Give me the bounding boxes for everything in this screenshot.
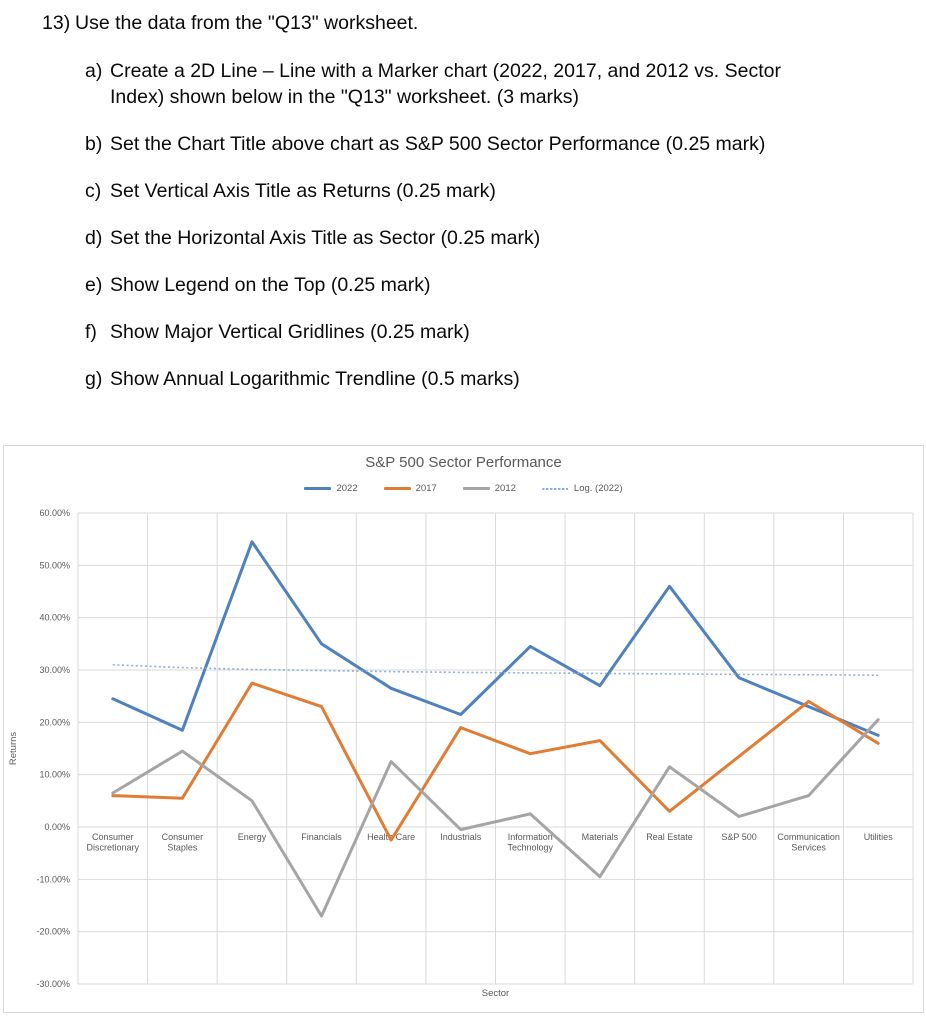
item-letter: g)	[85, 368, 103, 390]
legend-swatch-2017	[383, 487, 411, 490]
y-tick-label: 0.00%	[44, 822, 70, 832]
series-line-2022	[111, 540, 880, 737]
x-category-label: Industrials	[440, 832, 482, 842]
item-text: Set the Horizontal Axis Title as Sector …	[110, 227, 541, 249]
item-letter: a)	[85, 60, 103, 82]
y-tick-label: 30.00%	[39, 665, 70, 675]
item-text: Show Major Vertical Gridlines (0.25 mark…	[110, 321, 470, 343]
chart-title: S&P 500 Sector Performance	[365, 454, 562, 471]
legend-swatch-2012	[462, 487, 490, 490]
question-block: 13) Use the data from the "Q13" workshee…	[0, 0, 926, 392]
question-item-c: c) Set Vertical Axis Title as Returns (0…	[85, 178, 926, 204]
question-item-f: f) Show Major Vertical Gridlines (0.25 m…	[85, 319, 926, 345]
legend-swatch-trendline	[541, 487, 569, 490]
trendline-log-2022	[112, 664, 879, 676]
item-text: Show Annual Logarithmic Trendline (0.5 m…	[110, 368, 520, 390]
legend-label: 2012	[494, 483, 516, 494]
y-tick-label: 60.00%	[39, 508, 70, 518]
y-tick-label: -20.00%	[36, 927, 70, 937]
item-letter: d)	[85, 227, 103, 249]
x-category-label: Energy	[238, 832, 267, 842]
y-axis-title: Returns	[8, 732, 19, 766]
legend-label: 2022	[336, 483, 358, 494]
legend-item-2012: 2012	[462, 483, 516, 494]
item-letter: e)	[85, 274, 103, 296]
question-item-g: g) Show Annual Logarithmic Trendline (0.…	[85, 366, 926, 392]
legend-item-2022: 2022	[304, 483, 358, 494]
series-line-2012	[111, 718, 880, 918]
question-item-a: a) Create a 2D Line – Line with a Marker…	[85, 58, 926, 110]
question-item-b: b) Set the Chart Title above chart as S&…	[85, 131, 926, 157]
series-line-2017	[111, 681, 880, 842]
x-category-label: Utilities	[864, 832, 894, 842]
legend-item-2017: 2017	[383, 483, 437, 494]
y-tick-label: 10.00%	[39, 770, 70, 780]
item-letter: c)	[85, 180, 102, 202]
item-text: Set Vertical Axis Title as Returns (0.25…	[110, 180, 496, 202]
question-number: 13)	[42, 12, 71, 34]
y-tick-label: -10.00%	[36, 874, 70, 884]
legend-item-log-2022-: Log. (2022)	[541, 483, 623, 494]
y-tick-label: 40.00%	[39, 613, 70, 623]
item-letter: f)	[85, 321, 97, 343]
item-letter: b)	[85, 133, 103, 155]
x-category-label: Communication Services	[777, 832, 840, 853]
item-text: Set the Chart Title above chart as S&P 5…	[110, 133, 766, 155]
x-category-label: Consumer Discretionary	[87, 832, 140, 853]
x-category-label: Financials	[301, 832, 342, 842]
chart-panel: S&P 500 Sector Performance 2022 2017 2012 L…	[3, 445, 924, 1013]
x-category-label: Information Technology	[508, 832, 554, 853]
legend-label: 2017	[415, 483, 437, 494]
chart-legend: 2022 2017 2012 Log. (2022)	[4, 483, 923, 494]
x-axis-title: Sector	[482, 988, 509, 999]
question-item-d: d) Set the Horizontal Axis Title as Sect…	[85, 225, 926, 251]
x-category-label: Real Estate	[646, 832, 693, 842]
chart-plot-area: 60.00% 50.00% 40.00% 30.00% 20.00% 10.00% 0.00…	[8, 508, 914, 999]
question-item-e: e) Show Legend on the Top (0.25 mark)	[85, 272, 926, 298]
legend-label: Log. (2022)	[573, 483, 623, 494]
question-text: Use the data from the "Q13" worksheet.	[75, 12, 419, 34]
y-tick-label: 20.00%	[39, 717, 70, 727]
y-tick-label: 50.00%	[39, 560, 70, 570]
question-13: 13) Use the data from the "Q13" workshee…	[42, 10, 926, 36]
legend-swatch-2022	[304, 487, 332, 490]
item-text: Create a 2D Line – Line with a Marker ch…	[110, 60, 781, 108]
x-category-label: S&P 500	[721, 832, 756, 842]
y-tick-label: -30.00%	[36, 979, 70, 989]
x-category-label: Consumer Staples	[162, 832, 204, 853]
item-text: Show Legend on the Top (0.25 mark)	[110, 274, 431, 296]
x-category-label: Materials	[582, 832, 619, 842]
